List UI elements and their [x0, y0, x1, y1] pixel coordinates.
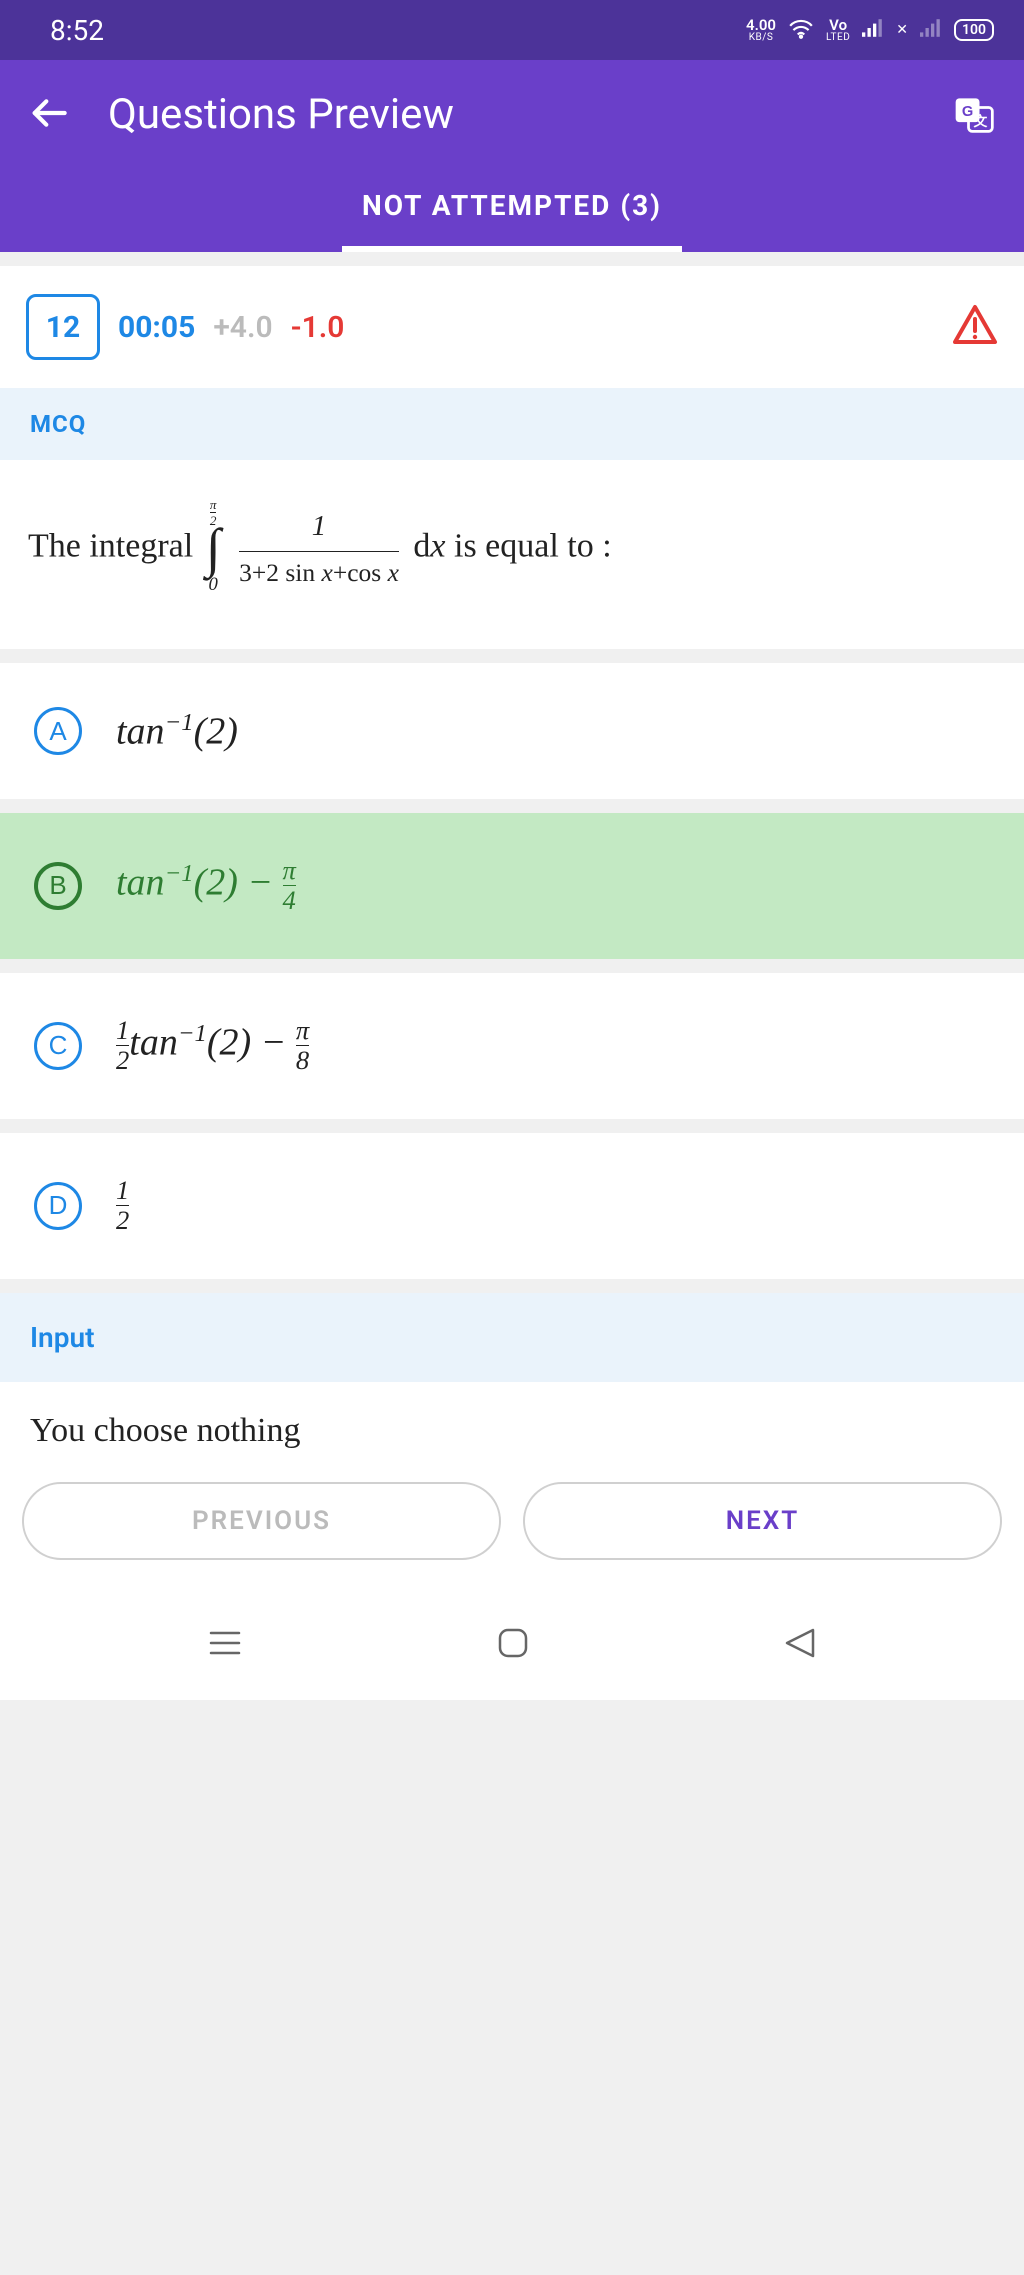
- back-icon[interactable]: [781, 1626, 819, 1664]
- option-letter: A: [34, 707, 82, 755]
- home-icon[interactable]: [495, 1625, 531, 1665]
- status-right: 4.00 KB/S Vo LTED ✕ 100: [746, 17, 994, 43]
- input-label: Input: [0, 1293, 1024, 1382]
- positive-marks: +4.0: [213, 310, 272, 345]
- translate-icon[interactable]: G 文: [952, 91, 996, 139]
- net-speed: 4.00 KB/S: [746, 18, 776, 43]
- warning-icon[interactable]: [952, 304, 998, 350]
- integrand-fraction: 1 3+2 sin x+cos x: [239, 505, 399, 592]
- page-title: Questions Preview: [108, 90, 912, 139]
- signal-icon-2: [920, 19, 942, 41]
- question-number: 12: [26, 294, 100, 360]
- status-bar: 8:52 4.00 KB/S Vo LTED ✕ 100: [0, 0, 1024, 60]
- next-button[interactable]: NEXT: [523, 1482, 1002, 1560]
- question-info-bar: 12 00:05 +4.0 -1.0: [0, 266, 1024, 388]
- option-d[interactable]: D 12: [0, 1133, 1024, 1279]
- wifi-icon: [788, 17, 814, 43]
- svg-text:G: G: [962, 103, 973, 119]
- system-nav-bar: [0, 1590, 1024, 1700]
- option-b-math: tan−1(2) − π4: [116, 857, 296, 915]
- user-choice-text: You choose nothing: [0, 1382, 1024, 1474]
- battery-indicator: 100: [954, 19, 994, 41]
- app-header: Questions Preview G 文 NOT ATTEMPTED (3): [0, 60, 1024, 252]
- back-arrow-icon[interactable]: [28, 93, 68, 137]
- tab-row: NOT ATTEMPTED (3): [28, 189, 996, 252]
- option-letter: B: [34, 862, 82, 910]
- clock: 8:52: [50, 14, 104, 47]
- timer: 00:05: [118, 310, 195, 345]
- volte-indicator: Vo LTED: [826, 18, 850, 43]
- nav-buttons: PREVIOUS NEXT: [0, 1474, 1024, 1590]
- option-c-math: 12tan−1(2) − π8: [116, 1017, 309, 1075]
- svg-text:文: 文: [974, 112, 988, 128]
- option-a[interactable]: A tan−1(2): [0, 663, 1024, 799]
- option-c[interactable]: C 12tan−1(2) − π8: [0, 973, 1024, 1119]
- option-letter: C: [34, 1022, 82, 1070]
- option-b[interactable]: B tan−1(2) − π4: [0, 813, 1024, 959]
- recent-apps-icon[interactable]: [205, 1627, 245, 1663]
- integral-symbol: π2 ∫ 0: [206, 498, 221, 599]
- option-a-math: tan−1(2): [116, 709, 238, 754]
- signal-x-icon: ✕: [896, 22, 908, 38]
- signal-icon: [862, 19, 884, 41]
- option-d-math: 12: [116, 1177, 129, 1235]
- negative-marks: -1.0: [291, 310, 345, 345]
- question-text: The integral π2 ∫ 0 1 3+2 sin x+cos x dx…: [0, 460, 1024, 649]
- option-letter: D: [34, 1182, 82, 1230]
- previous-button[interactable]: PREVIOUS: [22, 1482, 501, 1560]
- question-type-label: MCQ: [0, 388, 1024, 460]
- tab-not-attempted[interactable]: NOT ATTEMPTED (3): [342, 189, 682, 252]
